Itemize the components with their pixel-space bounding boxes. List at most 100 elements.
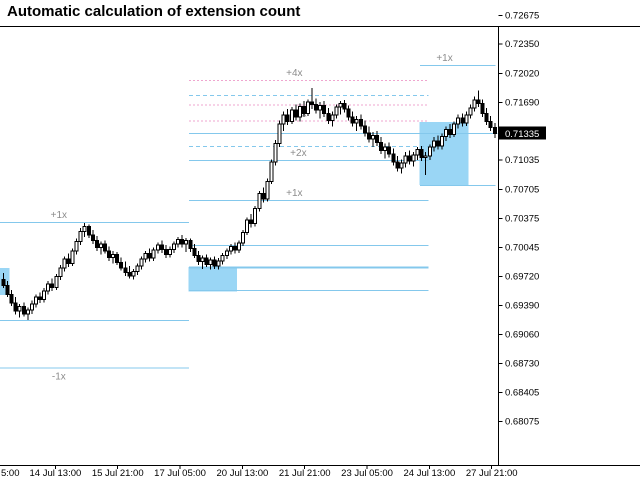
candle xyxy=(273,142,278,163)
candle xyxy=(358,119,363,127)
candle xyxy=(488,120,493,129)
candle xyxy=(346,108,351,118)
candle xyxy=(456,117,461,125)
candle xyxy=(435,140,440,147)
candle xyxy=(249,219,254,225)
extension-count-label: +4x xyxy=(286,68,302,79)
candle xyxy=(492,127,497,134)
candle xyxy=(439,135,444,147)
candle xyxy=(25,309,30,315)
candle xyxy=(5,285,10,295)
candle xyxy=(314,104,319,111)
candle xyxy=(431,140,436,148)
candle xyxy=(21,306,26,315)
extension-count-label: +1x xyxy=(436,53,452,64)
candle xyxy=(86,225,91,236)
candle xyxy=(38,296,43,301)
extension-count-label: -1x xyxy=(52,372,66,383)
candle xyxy=(415,149,420,156)
candle xyxy=(253,208,258,225)
candle xyxy=(159,244,164,250)
candle xyxy=(261,193,266,200)
candle xyxy=(74,240,79,252)
candle xyxy=(103,243,107,252)
candle xyxy=(82,225,87,233)
candle xyxy=(269,161,274,182)
price-axis-label: 0.72350 xyxy=(505,39,539,50)
candle xyxy=(403,155,408,164)
candle xyxy=(216,260,221,267)
candle xyxy=(342,103,347,110)
candle xyxy=(94,240,99,249)
current-price-value: 0.71335 xyxy=(505,129,539,140)
price-axis-label: 0.70375 xyxy=(505,214,539,225)
candle xyxy=(419,149,424,159)
candle xyxy=(111,254,116,258)
candle xyxy=(383,146,388,151)
candle xyxy=(395,161,400,169)
candle xyxy=(200,257,205,263)
candle xyxy=(241,232,246,244)
candle xyxy=(281,114,286,125)
candle xyxy=(399,162,404,169)
candle xyxy=(427,146,432,157)
candle xyxy=(172,243,177,250)
candle xyxy=(33,296,38,305)
candle xyxy=(66,258,71,264)
price-axis-label: 0.68075 xyxy=(505,417,539,428)
candle xyxy=(9,293,14,304)
time-axis-label: 27 Jul 21:00 xyxy=(466,468,518,479)
candle xyxy=(391,153,396,163)
candle xyxy=(460,117,465,124)
candle xyxy=(232,246,237,251)
candle xyxy=(151,249,156,259)
time-axis-label: 17 Jul 05:00 xyxy=(154,468,206,479)
candle xyxy=(115,254,120,264)
candle xyxy=(131,270,136,277)
candle xyxy=(362,125,367,134)
time-axis-label: 20 Jul 13:00 xyxy=(217,468,269,479)
candle xyxy=(297,105,302,118)
price-axis-label: 0.69390 xyxy=(505,300,539,311)
extension-count-label: +1x xyxy=(286,188,302,199)
price-axis-label: 0.72675 xyxy=(505,11,539,22)
candle xyxy=(54,276,59,288)
time-axis-label: 21 Jul 21:00 xyxy=(279,468,331,479)
candle xyxy=(29,303,34,311)
candle xyxy=(480,103,485,114)
candle xyxy=(236,242,241,251)
candle xyxy=(208,259,213,265)
price-axis-label: 0.71690 xyxy=(505,97,539,108)
candle xyxy=(468,107,473,116)
candle xyxy=(407,155,412,162)
time-axis-label: 5:00 xyxy=(1,468,20,479)
candle xyxy=(98,243,103,249)
candle xyxy=(143,253,148,260)
candle xyxy=(334,106,339,116)
extension-zone xyxy=(419,122,469,185)
candle xyxy=(70,250,75,264)
candle xyxy=(228,246,233,252)
extension-count-label: +2x xyxy=(290,148,306,159)
candle xyxy=(293,109,298,118)
candle xyxy=(411,154,416,162)
candle xyxy=(285,114,290,122)
price-axis-label: 0.68730 xyxy=(505,359,539,370)
price-axis-label: 0.69060 xyxy=(505,330,539,341)
extension-zone xyxy=(188,266,237,292)
candle xyxy=(62,258,67,269)
candle xyxy=(354,119,359,124)
chart-comment-title: Automatic calculation of extension count xyxy=(7,3,301,20)
candle xyxy=(464,114,469,124)
price-axis-label: 0.72020 xyxy=(505,68,539,79)
price-axis-label: 0.68405 xyxy=(505,387,539,398)
candle xyxy=(306,101,310,114)
candle xyxy=(123,267,128,273)
candle xyxy=(452,123,457,136)
current-price-tag xyxy=(499,126,546,140)
candle xyxy=(472,99,477,109)
candle xyxy=(127,271,132,277)
candle xyxy=(375,134,380,144)
